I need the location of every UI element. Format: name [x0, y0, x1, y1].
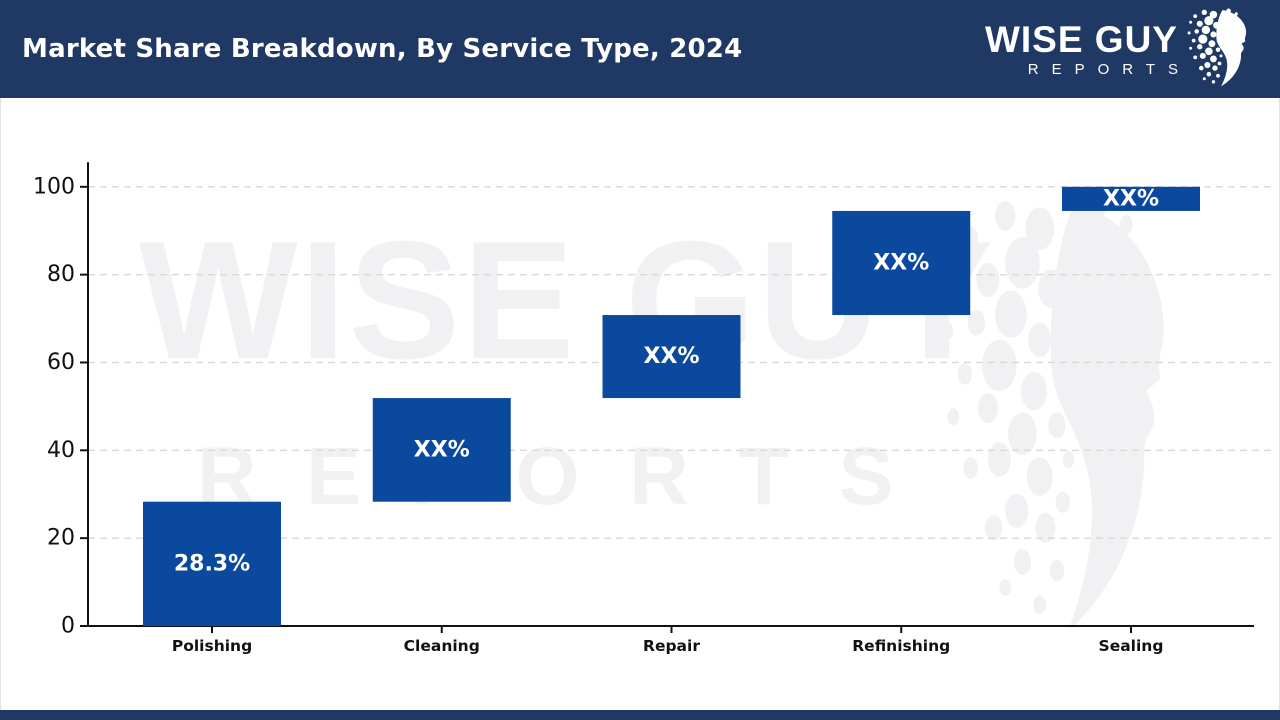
bar-refinishing [832, 210, 971, 316]
y-tick-label-100: 100 [33, 174, 75, 199]
bar-label-polishing: 28.3% [174, 551, 250, 576]
x-category-label-cleaning: Cleaning [404, 637, 480, 655]
logo-wordmark-line1: WISE GUY [984, 19, 1178, 60]
bar-label-sealing: XX% [1103, 186, 1159, 211]
y-tick-label-20: 20 [47, 526, 75, 551]
bar-polishing [143, 501, 281, 626]
bar-label-refinishing: XX% [873, 251, 929, 276]
bar-label-cleaning: XX% [414, 437, 470, 462]
y-tick-label-40: 40 [47, 438, 75, 463]
y-tick-label-0: 0 [61, 614, 75, 639]
waterfall-chart: 0 20 40 60 80 100 28.3% Polishing XX% Cleaning XX%… [33, 162, 1271, 655]
x-category-label-polishing: Polishing [172, 637, 252, 655]
y-tick-label-60: 60 [47, 350, 75, 375]
x-category-label-sealing: Sealing [1099, 637, 1164, 655]
page-title: Market Share Breakdown, By Service Type,… [22, 34, 743, 64]
bar-repair [602, 315, 741, 399]
bar-label-repair: XX% [644, 344, 700, 369]
logo: WISE GUY REPORTS [985, 7, 1256, 91]
footer-bar [0, 710, 1280, 720]
bar-cleaning [372, 398, 511, 502]
chart-area: WISE GUY REPORTS 0 20 40 60 80 100 28.3% Polish… [0, 98, 1280, 710]
x-category-label-refinishing: Refinishing [852, 637, 950, 655]
logo-wordmark: WISE GUY REPORTS [985, 21, 1178, 77]
header: Market Share Breakdown, By Service Type,… [0, 0, 1280, 98]
logo-wordmark-line2: REPORTS [1027, 61, 1191, 78]
y-tick-label-80: 80 [47, 262, 75, 287]
bar-sealing [1062, 186, 1200, 211]
x-category-label-repair: Repair [643, 637, 700, 655]
logo-face-icon [1187, 8, 1247, 87]
